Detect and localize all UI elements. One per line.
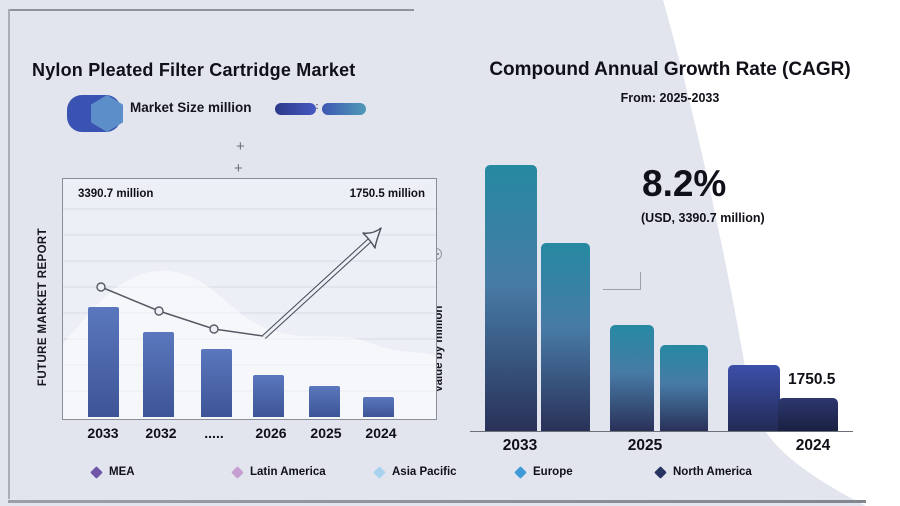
diamond-icon bbox=[231, 465, 244, 479]
frame-border-bottom bbox=[8, 500, 866, 503]
cagr-bar bbox=[610, 325, 654, 431]
cagr-bar bbox=[778, 398, 838, 431]
right-axis-category: 2033 bbox=[502, 437, 538, 454]
diamond-icon bbox=[514, 465, 527, 479]
gradient-pill-teal bbox=[322, 103, 366, 115]
diamond-icon bbox=[373, 465, 386, 479]
cagr-bar bbox=[728, 365, 780, 431]
cagr-detail: (USD, 3390.7 million) bbox=[641, 211, 765, 225]
frame-border-top bbox=[8, 9, 414, 11]
legend-item: MEA bbox=[90, 465, 135, 479]
cagr-value: 8.2% bbox=[642, 163, 727, 204]
trend-line-and-arrow bbox=[96, 227, 382, 339]
right-axis-category: 2024 bbox=[795, 437, 831, 454]
plus-mark-icon: + bbox=[234, 160, 243, 177]
legend-item: Europe bbox=[514, 465, 573, 479]
market-size-bar bbox=[201, 349, 232, 417]
pill-separator: : bbox=[315, 101, 319, 111]
left-axis-category: 2025 bbox=[310, 425, 342, 441]
legend-item: Latin America bbox=[231, 465, 326, 479]
market-size-bar bbox=[363, 397, 394, 417]
right-axis-category: 2025 bbox=[627, 437, 663, 454]
right-chart-axis-line bbox=[470, 431, 853, 433]
legend-item: North America bbox=[654, 465, 752, 479]
market-size-chart-panel: 3390.7 million 1750.5 million bbox=[62, 178, 437, 420]
market-size-bar bbox=[88, 307, 119, 417]
legend-label: MEA bbox=[109, 466, 135, 478]
legend-label: Europe bbox=[533, 466, 573, 478]
left-axis-category: 2024 bbox=[365, 425, 397, 441]
legend-label: Asia Pacific bbox=[392, 466, 457, 478]
market-size-bar bbox=[143, 332, 174, 417]
cagr-bar bbox=[660, 345, 708, 431]
left-axis-category: 2033 bbox=[87, 425, 119, 441]
left-axis-category: 2026 bbox=[255, 425, 287, 441]
left-axis-category: ..... bbox=[204, 425, 224, 441]
value-callout: 1750.5 bbox=[788, 371, 836, 388]
bar-gap bbox=[654, 347, 660, 396]
bar-gap bbox=[537, 245, 541, 378]
legend-label: Latin America bbox=[250, 466, 326, 478]
legend-item: Asia Pacific bbox=[373, 465, 457, 479]
market-size-bar bbox=[309, 386, 340, 417]
left-axis-category: 2032 bbox=[145, 425, 177, 441]
cagr-bar bbox=[485, 165, 537, 431]
brand-watermark: FUTURE MARKET REPORT bbox=[37, 227, 49, 387]
start-value-label: 3390.7 million bbox=[78, 188, 154, 200]
market-size-bar bbox=[253, 375, 284, 417]
plus-mark-icon: + bbox=[236, 138, 245, 155]
gradient-pill-dark bbox=[275, 103, 316, 115]
diamond-icon bbox=[90, 465, 103, 479]
legend-label: North America bbox=[673, 466, 752, 478]
market-size-icon bbox=[67, 95, 123, 132]
cagr-subtitle: From: 2025-2033 bbox=[620, 91, 720, 105]
corner-bracket-icon bbox=[603, 272, 641, 290]
page-title: Nylon Pleated Filter Cartridge Market bbox=[32, 60, 356, 80]
market-size-label: Market Size million bbox=[130, 100, 252, 115]
end-value-label: 1750.5 million bbox=[349, 188, 425, 200]
frame-border-left bbox=[8, 9, 10, 499]
cagr-title: Compound Annual Growth Rate (CAGR) bbox=[489, 59, 851, 80]
diamond-icon bbox=[654, 465, 667, 479]
cagr-bar bbox=[541, 243, 590, 431]
